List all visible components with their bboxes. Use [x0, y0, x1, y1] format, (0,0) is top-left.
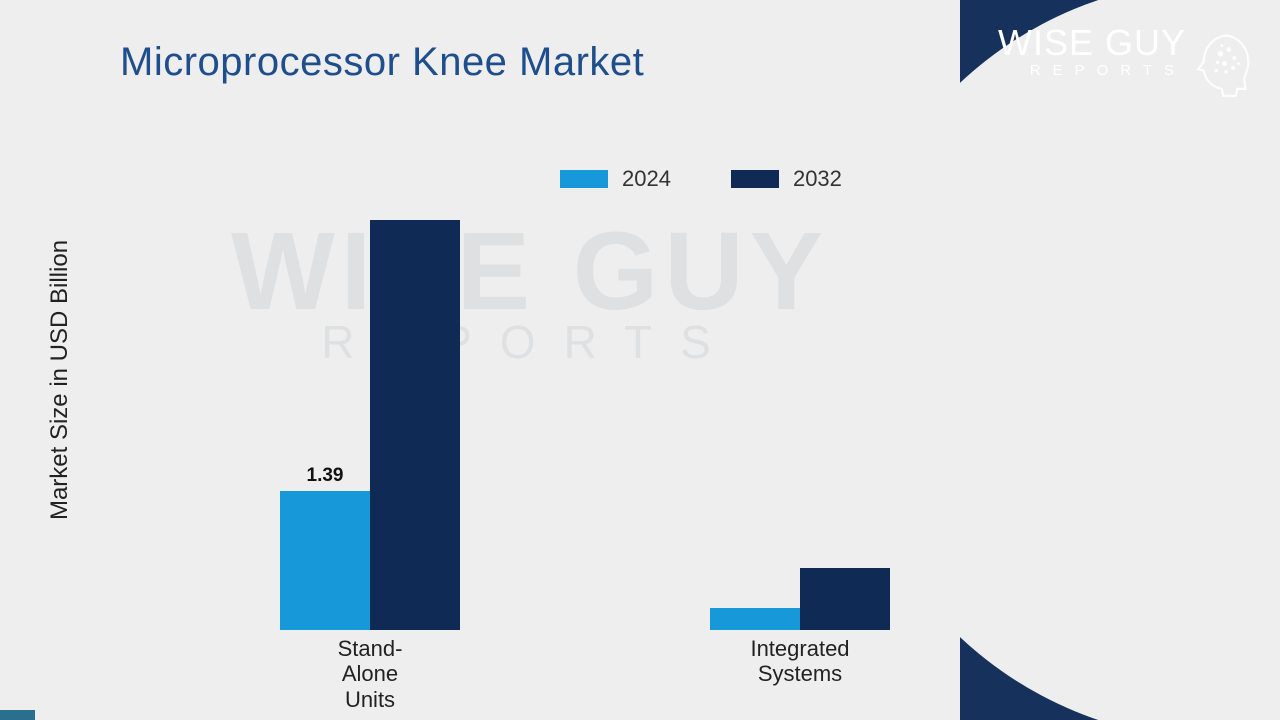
plot-area: Stand-Alone Units Integrated Systems 1.39	[100, 210, 920, 630]
category-label: Integrated Systems	[750, 636, 849, 687]
bottom-accent-bar	[0, 710, 35, 720]
legend-item-2024: 2024	[560, 166, 671, 192]
chart-title: Microprocessor Knee Market	[120, 40, 644, 85]
head-icon	[1184, 30, 1254, 100]
legend-swatch-2032	[731, 170, 779, 188]
legend-label-2024: 2024	[622, 166, 671, 192]
category-label: Stand-Alone Units	[325, 636, 415, 712]
bar	[370, 220, 460, 630]
chart-canvas: WISE GUY REPORTS Microprocessor Knee Mar…	[0, 0, 1280, 720]
logo-line1: WISE GUY	[998, 22, 1186, 64]
logo-line2: REPORTS	[998, 62, 1186, 79]
bar-group: Stand-Alone Units	[280, 220, 460, 630]
right-panel	[960, 0, 1280, 720]
legend-label-2032: 2032	[793, 166, 842, 192]
bar-group: Integrated Systems	[710, 568, 890, 630]
brand-logo: WISE GUY REPORTS	[998, 22, 1252, 79]
bar	[710, 608, 800, 630]
legend-item-2032: 2032	[731, 166, 842, 192]
y-axis-label: Market Size in USD Billion	[46, 240, 74, 520]
value-label: 1.39	[307, 465, 344, 487]
bar	[800, 568, 890, 630]
bar	[280, 491, 370, 630]
legend: 2024 2032	[560, 166, 842, 192]
legend-swatch-2024	[560, 170, 608, 188]
